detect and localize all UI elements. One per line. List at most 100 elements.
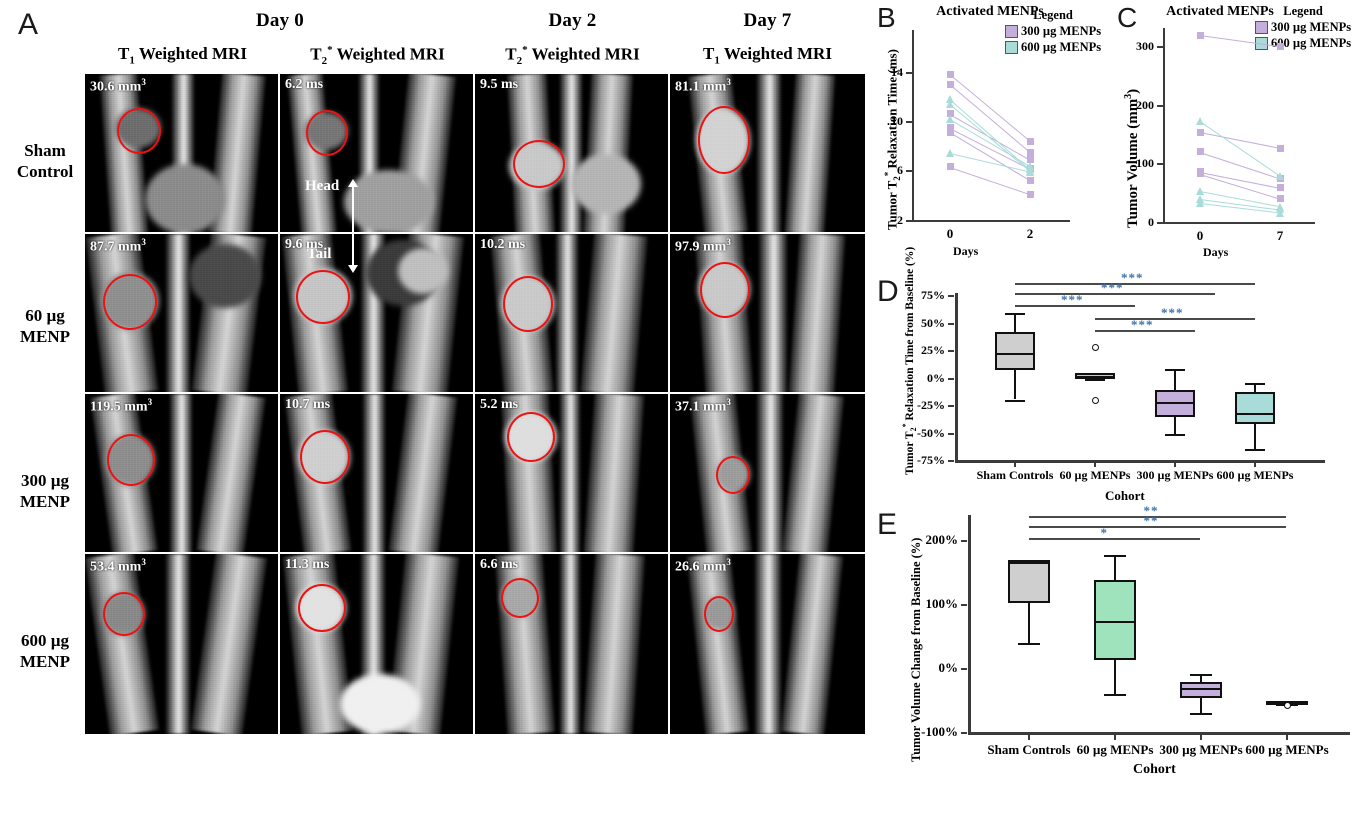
legend-swatch-purple-icon bbox=[1255, 21, 1268, 34]
roi-circle bbox=[507, 412, 555, 462]
mri-cell-r4c1[interactable]: 53.4 mm3 bbox=[85, 554, 280, 734]
data-point-triangle bbox=[1275, 208, 1284, 217]
panel-c-y-axis bbox=[1163, 28, 1165, 224]
cap-upper bbox=[1018, 560, 1040, 563]
mri-anatomy bbox=[670, 554, 865, 734]
row-label-600ug: 600 µg MENP bbox=[0, 630, 90, 673]
mri-cell-r1c2[interactable]: 6.2 ms bbox=[280, 74, 475, 234]
panel-d-y-axis bbox=[955, 293, 958, 462]
mri-label-r3c1: 119.5 mm3 bbox=[90, 397, 153, 415]
panel-e-y-axis bbox=[968, 515, 971, 734]
data-point-triangle bbox=[1025, 165, 1034, 174]
day-header-2: Day 2 bbox=[548, 10, 597, 31]
panel-c-x-axis bbox=[1163, 222, 1315, 224]
slope-line bbox=[949, 118, 1030, 167]
panel-b-legend-item-300: 300 µg MENPs bbox=[1005, 24, 1101, 39]
panel-d-xtick-label-2: 300 µg MENPs bbox=[1136, 468, 1214, 482]
panel-c-title: Activated MENPs bbox=[1166, 4, 1274, 19]
panel-b-ytick-label-1: 6 bbox=[897, 163, 903, 177]
mri-label-r2c3: 10.2 ms bbox=[480, 237, 526, 252]
mri-anatomy bbox=[475, 394, 668, 552]
data-point-triangle bbox=[1025, 167, 1034, 176]
panel-b-ytick-10 bbox=[906, 121, 912, 123]
data-point-triangle bbox=[1195, 194, 1204, 203]
mri-cell-r4c4[interactable]: 26.6 mm3 bbox=[670, 554, 865, 734]
panel-b-ytick-2 bbox=[906, 220, 912, 222]
panel-d-ytick-label-6: 75% bbox=[921, 288, 945, 302]
panel-b-letter: B bbox=[877, 2, 896, 33]
roi-circle bbox=[117, 108, 161, 154]
mri-cell-r3c2[interactable]: 10.7 ms bbox=[280, 394, 475, 554]
slope-line bbox=[949, 99, 1030, 171]
panel-c: C Activated MENPs Tumor Volume (mm3) 0 1… bbox=[1115, 0, 1367, 259]
row-label-300ug: 300 µg MENP bbox=[0, 470, 90, 513]
orientation-arrow-icon bbox=[348, 179, 358, 273]
outlier-point bbox=[1091, 397, 1099, 405]
data-point-square bbox=[1276, 174, 1284, 182]
cap-lower bbox=[1018, 643, 1040, 646]
mri-cell-r3c4[interactable]: 37.1 mm3 bbox=[670, 394, 865, 554]
panel-e: E Tumor Volume Change from Baseline (%) … bbox=[875, 500, 1367, 816]
data-point-triangle bbox=[945, 95, 954, 104]
panel-b-ytick-label-0: 2 bbox=[897, 213, 903, 227]
panel-d-xtick-label-1: 60 µg MENPs bbox=[1059, 468, 1131, 482]
cap-upper bbox=[1190, 674, 1212, 677]
box-body bbox=[1008, 560, 1050, 604]
mri-cell-r3c3[interactable]: 5.2 ms bbox=[475, 394, 670, 554]
panel-c-legend-item-300: 300 µg MENPs bbox=[1255, 20, 1351, 35]
whisker-lower bbox=[1114, 660, 1116, 695]
roi-circle bbox=[306, 110, 348, 156]
mri-cell-r1c3[interactable]: 9.5 ms bbox=[475, 74, 670, 234]
panel-c-legend-label-600: 600 µg MENPs bbox=[1271, 36, 1352, 50]
slope-line bbox=[1199, 173, 1280, 200]
mri-cell-r3c1[interactable]: 119.5 mm3 bbox=[85, 394, 280, 554]
whisker-lower bbox=[1200, 698, 1202, 713]
mri-cell-r1c4[interactable]: 81.1 mm3 bbox=[670, 74, 865, 234]
mri-label-r1c4: 81.1 mm3 bbox=[675, 77, 731, 95]
panel-d-ytick-label-0: -75% bbox=[917, 453, 945, 467]
mri-image-grid: 30.6 mm3 6.2 ms bbox=[85, 74, 865, 734]
slope-line bbox=[1199, 203, 1280, 214]
median-line bbox=[1075, 376, 1115, 379]
row-label-600ug-line2: MENP bbox=[19, 652, 71, 672]
panel-b-legend-label-600: 600 µg MENPs bbox=[1021, 40, 1102, 54]
panel-d-ytick-neg75 bbox=[948, 460, 954, 462]
panel-d-xtick-1 bbox=[1094, 460, 1096, 467]
mri-cell-r1c1[interactable]: 30.6 mm3 bbox=[85, 74, 280, 234]
mri-label-r3c2: 10.7 ms bbox=[285, 397, 331, 412]
whisker-upper bbox=[1254, 383, 1256, 392]
panel-c-xlabel: Days bbox=[1203, 245, 1229, 259]
panel-d-ytick-neg50 bbox=[948, 433, 954, 435]
slope-line bbox=[1199, 121, 1280, 177]
panel-c-legend-title: Legend bbox=[1283, 4, 1323, 18]
mri-cell-r4c2[interactable]: 11.3 ms bbox=[280, 554, 475, 734]
mri-cell-r4c3[interactable]: 6.6 ms bbox=[475, 554, 670, 734]
panel-e-ytick-neg100 bbox=[961, 732, 967, 734]
roi-circle bbox=[103, 592, 145, 636]
row-label-300ug-line2: MENP bbox=[19, 492, 71, 512]
data-point-square bbox=[1196, 31, 1204, 39]
cap-upper bbox=[1004, 312, 1026, 315]
panel-e-ytick-100 bbox=[961, 604, 967, 606]
mri-cell-r2c4[interactable]: 97.9 mm3 bbox=[670, 234, 865, 394]
mri-cell-r2c3[interactable]: 10.2 ms bbox=[475, 234, 670, 394]
roi-circle bbox=[103, 274, 157, 330]
panel-d-xtick-label-3: 600 µg MENPs bbox=[1216, 468, 1294, 482]
panel-d-ytick-label-1: -50% bbox=[917, 426, 945, 440]
panel-b-y-axis bbox=[912, 30, 914, 222]
data-point-square bbox=[946, 80, 954, 88]
data-point-triangle bbox=[945, 149, 954, 158]
data-point-square bbox=[1196, 170, 1204, 178]
slope-line bbox=[1199, 132, 1280, 150]
data-point-triangle bbox=[1025, 166, 1034, 175]
mri-anatomy bbox=[475, 74, 668, 232]
box-body bbox=[1266, 700, 1308, 705]
data-point-square bbox=[946, 124, 954, 131]
box-body bbox=[1235, 391, 1275, 424]
cap-upper bbox=[1084, 373, 1106, 376]
median-line bbox=[1155, 401, 1195, 404]
mri-anatomy bbox=[280, 554, 473, 734]
data-point-square bbox=[946, 110, 954, 118]
mri-label-r2c2: 9.6 ms bbox=[285, 237, 324, 252]
mri-cell-r2c1[interactable]: 87.7 mm3 bbox=[85, 234, 280, 394]
